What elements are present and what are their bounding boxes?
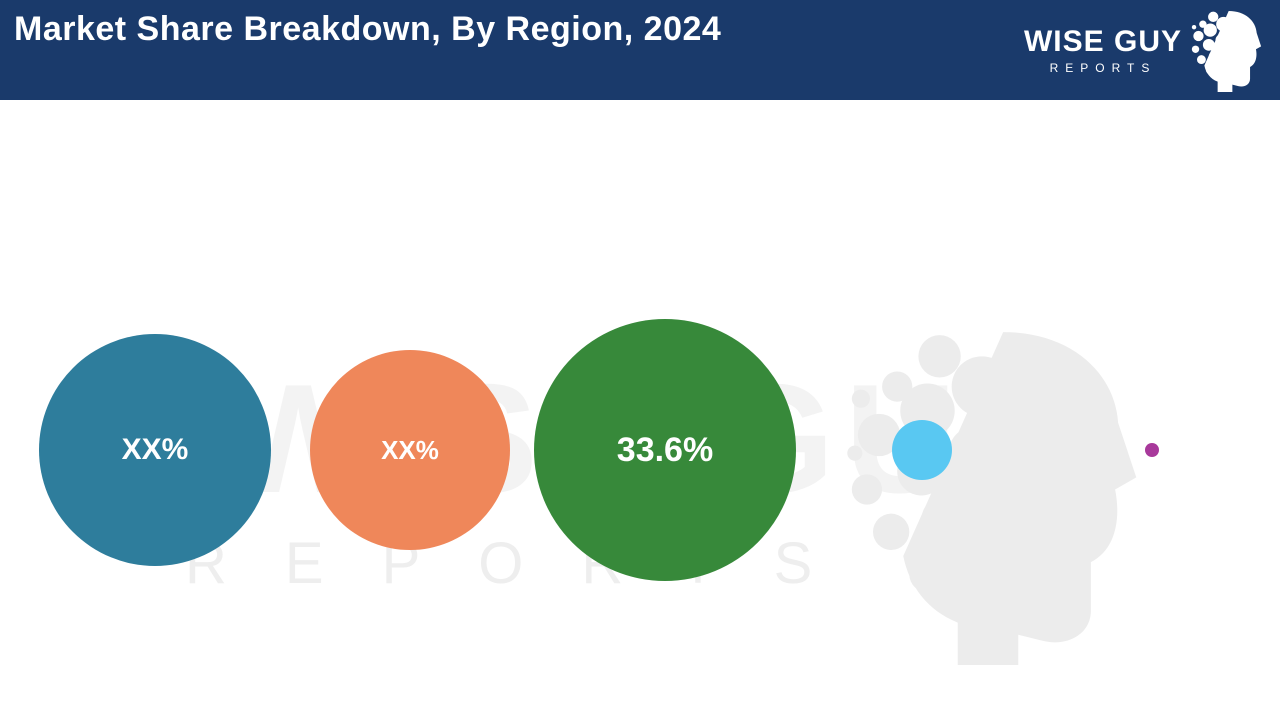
bubble-mea bbox=[1145, 443, 1159, 457]
brand-name: WISE GUY bbox=[1023, 25, 1182, 58]
page-title: Market Share Breakdown, By Region, 2024 bbox=[14, 10, 722, 48]
bubble-value-label: XX% bbox=[121, 433, 189, 466]
bubble-value-label: XX% bbox=[381, 434, 439, 465]
dot-head-icon bbox=[1188, 8, 1262, 92]
brand-subtitle: REPORTS bbox=[1049, 61, 1157, 75]
bubble-value-label: 33.6% bbox=[616, 430, 714, 469]
watermark-reports-text: REPORTS bbox=[185, 531, 871, 596]
brand-logo: WISE GUY REPORTS bbox=[1024, 8, 1262, 92]
bubble-apac: 33.6% bbox=[534, 319, 796, 581]
brand-logo-text: WISE GUY REPORTS bbox=[1024, 25, 1182, 75]
bubble-europe: XX% bbox=[310, 350, 510, 550]
bubble-north-america: XX% bbox=[39, 334, 271, 566]
bubble-chart: WISE GUY REPORTS XX% XX% 33.6% North Ame… bbox=[0, 100, 1280, 720]
bubble-south-america bbox=[892, 420, 952, 480]
header-bar: Market Share Breakdown, By Region, 2024 … bbox=[0, 0, 1280, 100]
watermark-dot-head-icon bbox=[808, 320, 1168, 670]
